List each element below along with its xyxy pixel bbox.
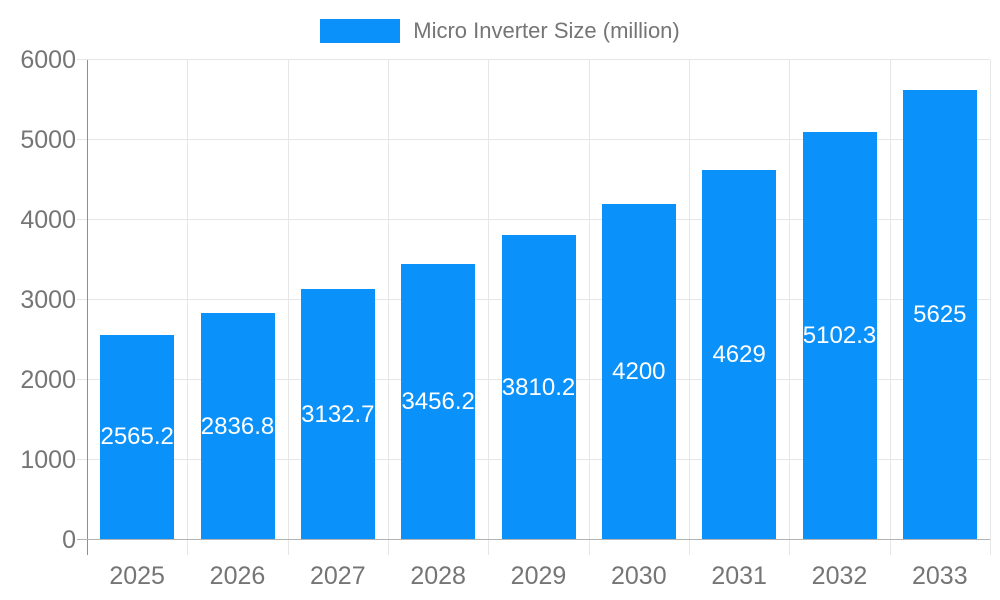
bar-value-label: 2565.2: [100, 423, 174, 451]
bar-2027[interactable]: [300, 289, 375, 540]
bar-2030[interactable]: [601, 204, 676, 540]
bar-2029[interactable]: [501, 235, 576, 540]
x-axis-baseline: [77, 539, 990, 540]
gridline-y-6000: [77, 59, 990, 60]
gridline-x-boundary: [789, 60, 791, 555]
x-axis-tick-label-2025: 2025: [109, 562, 165, 590]
bar-value-label: 3456.2: [401, 387, 475, 415]
bar-2033[interactable]: [902, 90, 977, 540]
bar-value-label: 3132.7: [301, 400, 375, 428]
legend[interactable]: Micro Inverter Size (million): [0, 17, 1000, 45]
gridline-x-boundary: [388, 60, 389, 555]
plot-area: 0 1000 2000 3000 4000 5000 6000 2565.2 2025 2836.…: [20, 46, 991, 590]
gridline-x-boundary: [287, 60, 289, 555]
x-axis-tick-label-2027: 2027: [310, 562, 366, 590]
x-axis-tick-label-2026: 2026: [209, 562, 266, 590]
x-axis-tick-label-2032: 2032: [811, 562, 868, 590]
y-axis-tick-label: 0: [62, 526, 76, 554]
gridline-x-boundary: [889, 60, 891, 555]
legend-color-swatch-icon: [320, 19, 401, 43]
gridline-x-boundary: [588, 60, 590, 555]
x-axis-tick-label-2033: 2033: [912, 562, 968, 590]
gridline-x-boundary: [990, 60, 991, 555]
gridline-y-4000: [77, 219, 990, 220]
bar-value-label: 4200: [612, 358, 666, 385]
y-axis-tick-label: 4000: [20, 206, 76, 234]
bar-2025[interactable]: [100, 334, 175, 540]
x-axis-tick-label-2028: 2028: [410, 562, 466, 590]
bar-2028[interactable]: [401, 263, 476, 540]
y-axis-line: [87, 60, 88, 555]
bar-2032[interactable]: [802, 131, 877, 540]
x-axis-tick-label-2029: 2029: [510, 562, 567, 590]
bar-2031[interactable]: [702, 169, 777, 540]
bar-2026[interactable]: [200, 313, 275, 540]
y-axis-tick-label: 2000: [20, 366, 76, 394]
bar-value-label: 2836.8: [200, 412, 275, 440]
bar-value-label: 5625: [913, 301, 967, 328]
gridline-x-boundary: [187, 60, 189, 555]
gridline-y-5000: [77, 139, 990, 140]
y-axis-tick-label: 5000: [20, 126, 76, 154]
gridline-x-boundary: [488, 60, 490, 555]
x-axis-tick-label-2030: 2030: [611, 562, 667, 590]
bar-value-label: 5102.3: [802, 321, 877, 349]
y-axis-tick-label: 3000: [20, 286, 76, 314]
bar-value-label: 4629: [712, 340, 766, 368]
legend-series-label: Micro Inverter Size (million): [413, 18, 680, 43]
x-axis-tick-label-2031: 2031: [711, 562, 767, 590]
y-axis-tick-label: 6000: [20, 46, 76, 74]
y-axis-tick-label: 1000: [20, 446, 76, 474]
bar-value-label: 3810.2: [501, 373, 576, 401]
gridline-x-boundary: [689, 60, 690, 555]
